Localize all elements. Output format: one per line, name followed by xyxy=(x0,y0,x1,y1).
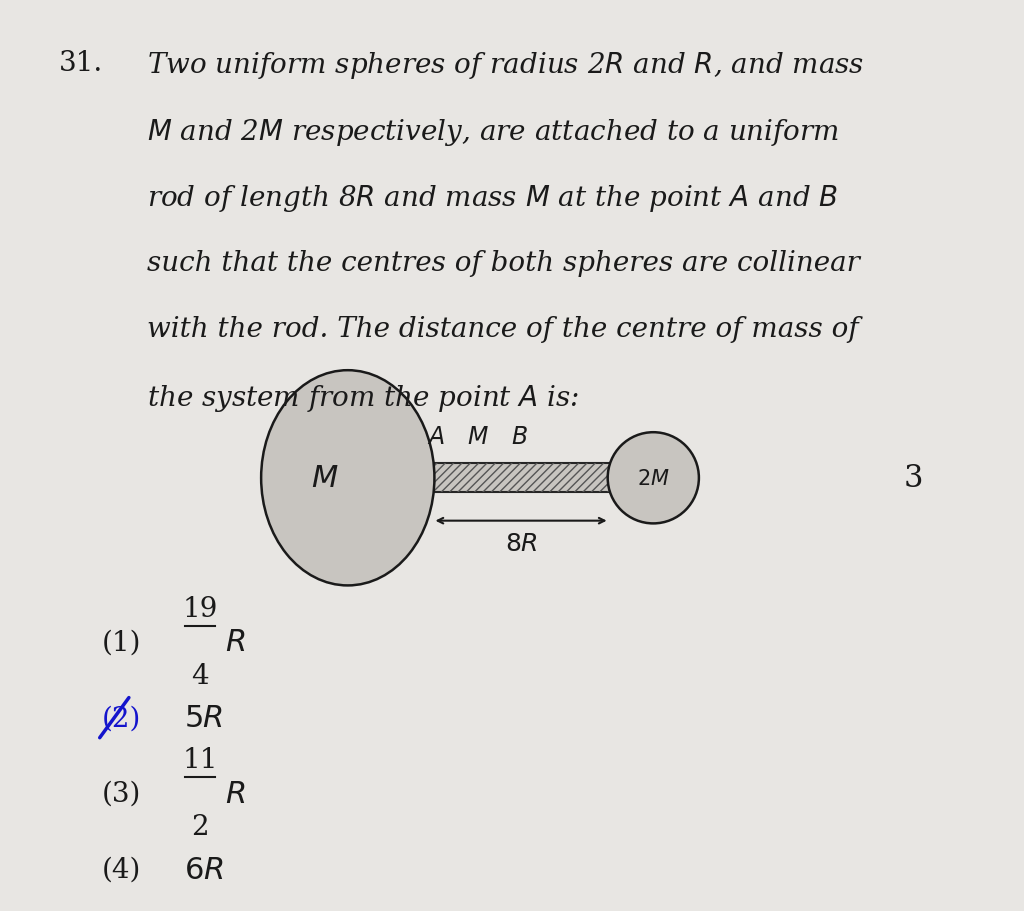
Bar xyxy=(432,464,609,493)
Text: (3): (3) xyxy=(101,780,141,807)
Text: $R$: $R$ xyxy=(224,627,245,658)
Text: 11: 11 xyxy=(182,746,218,773)
Text: with the rod. The distance of the centre of mass of: with the rod. The distance of the centre… xyxy=(147,316,859,343)
Ellipse shape xyxy=(261,371,434,586)
Text: $M$: $M$ xyxy=(467,425,489,449)
Text: $M$: $M$ xyxy=(311,463,339,494)
Text: 3: 3 xyxy=(903,463,923,494)
Text: such that the centres of both spheres are collinear: such that the centres of both spheres ar… xyxy=(147,250,860,277)
Circle shape xyxy=(607,433,699,524)
Text: $A$: $A$ xyxy=(427,425,445,449)
Text: (2): (2) xyxy=(101,704,141,732)
Text: $8R$: $8R$ xyxy=(505,532,538,556)
Text: $R$: $R$ xyxy=(224,778,245,809)
Text: the system from the point $A$ is:: the system from the point $A$ is: xyxy=(147,383,580,414)
Text: 4: 4 xyxy=(191,662,209,690)
Text: $6R$: $6R$ xyxy=(183,854,223,885)
Text: $B$: $B$ xyxy=(511,425,527,449)
Text: Two uniform spheres of radius 2$R$ and $R$, and mass: Two uniform spheres of radius 2$R$ and $… xyxy=(147,50,864,81)
Text: $2M$: $2M$ xyxy=(637,468,670,488)
Text: rod of length 8$R$ and mass $M$ at the point $A$ and $B$: rod of length 8$R$ and mass $M$ at the p… xyxy=(147,183,838,214)
Text: (4): (4) xyxy=(101,855,141,883)
Text: $M$ and 2$M$ respectively, are attached to a uniform: $M$ and 2$M$ respectively, are attached … xyxy=(147,117,840,148)
Text: 19: 19 xyxy=(182,595,218,622)
Text: $5R$: $5R$ xyxy=(183,702,222,733)
Text: (1): (1) xyxy=(101,629,141,656)
Text: 2: 2 xyxy=(191,814,209,841)
Text: 31.: 31. xyxy=(58,50,103,77)
Bar xyxy=(432,464,609,493)
